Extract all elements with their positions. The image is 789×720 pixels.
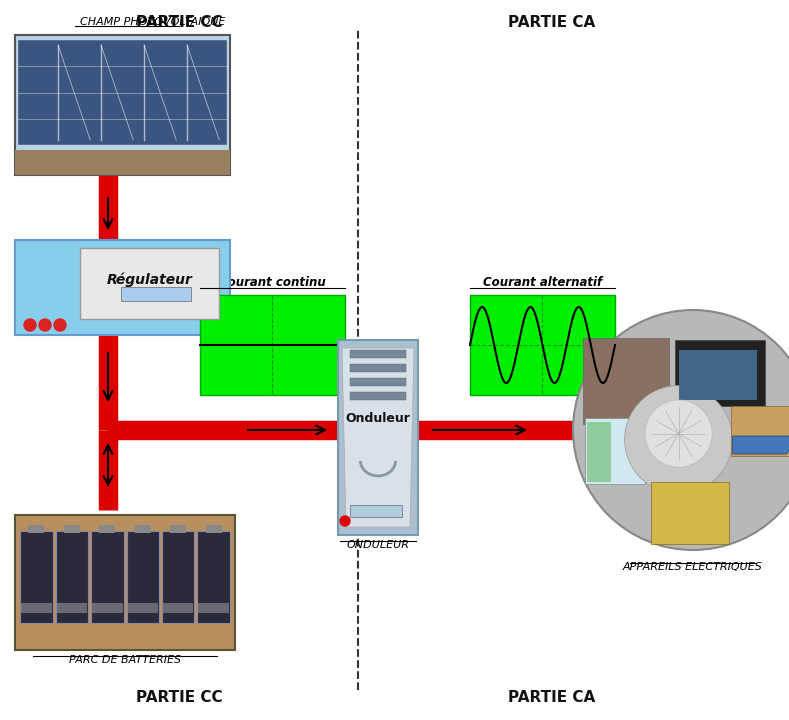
Text: PARTIE CC: PARTIE CC bbox=[136, 15, 222, 30]
Bar bbox=[350, 364, 406, 372]
Bar bbox=[55, 531, 88, 623]
Bar bbox=[163, 603, 193, 613]
Bar bbox=[679, 350, 757, 400]
Bar bbox=[170, 525, 186, 534]
Bar bbox=[200, 295, 345, 395]
Bar bbox=[587, 422, 611, 482]
Text: CHAMP PHOTOVOLTAIQUE: CHAMP PHOTOVOLTAIQUE bbox=[80, 17, 225, 27]
Text: Courant alternatif: Courant alternatif bbox=[483, 276, 602, 289]
Circle shape bbox=[625, 386, 733, 494]
Text: PARC DE BATTERIES: PARC DE BATTERIES bbox=[69, 655, 181, 665]
Bar bbox=[80, 248, 219, 319]
Bar bbox=[350, 392, 406, 400]
Bar bbox=[57, 603, 87, 613]
Bar bbox=[585, 418, 645, 484]
Bar bbox=[675, 340, 765, 406]
Bar bbox=[15, 150, 230, 175]
Bar bbox=[135, 525, 151, 534]
Bar bbox=[126, 531, 159, 623]
Text: APPAREILS ELECTRIQUES: APPAREILS ELECTRIQUES bbox=[623, 562, 763, 572]
Bar bbox=[18, 40, 227, 145]
Bar bbox=[199, 603, 229, 613]
Circle shape bbox=[54, 319, 66, 331]
Bar bbox=[15, 35, 230, 175]
Text: PARTIE CA: PARTIE CA bbox=[508, 690, 596, 705]
Bar bbox=[21, 603, 51, 613]
Text: Courant continu: Courant continu bbox=[219, 276, 326, 289]
Bar bbox=[338, 340, 418, 535]
Bar bbox=[122, 287, 191, 301]
Bar bbox=[28, 525, 44, 534]
Bar bbox=[197, 531, 230, 623]
Bar bbox=[15, 515, 235, 650]
Circle shape bbox=[573, 310, 789, 550]
Bar bbox=[350, 505, 402, 517]
Bar bbox=[470, 295, 615, 395]
Bar bbox=[91, 531, 124, 623]
Circle shape bbox=[645, 400, 712, 467]
Bar bbox=[350, 378, 406, 386]
Text: PARTIE CA: PARTIE CA bbox=[508, 15, 596, 30]
Bar bbox=[582, 338, 669, 424]
Circle shape bbox=[340, 516, 350, 526]
Bar bbox=[651, 482, 729, 544]
Text: PARTIE CC: PARTIE CC bbox=[136, 690, 222, 705]
Bar bbox=[20, 531, 53, 623]
Bar bbox=[64, 525, 80, 534]
Circle shape bbox=[39, 319, 51, 331]
Bar bbox=[162, 531, 195, 623]
Bar bbox=[15, 240, 230, 335]
Bar bbox=[92, 603, 122, 613]
Polygon shape bbox=[342, 348, 414, 527]
Text: Régulateur: Régulateur bbox=[107, 272, 193, 287]
Text: Onduleur: Onduleur bbox=[346, 412, 410, 425]
Bar bbox=[206, 525, 222, 534]
Bar bbox=[731, 406, 789, 456]
Circle shape bbox=[24, 319, 36, 331]
Bar bbox=[99, 525, 115, 534]
Polygon shape bbox=[733, 436, 789, 454]
Text: ONDULEUR: ONDULEUR bbox=[346, 540, 409, 550]
Bar bbox=[350, 350, 406, 358]
Bar bbox=[128, 603, 158, 613]
